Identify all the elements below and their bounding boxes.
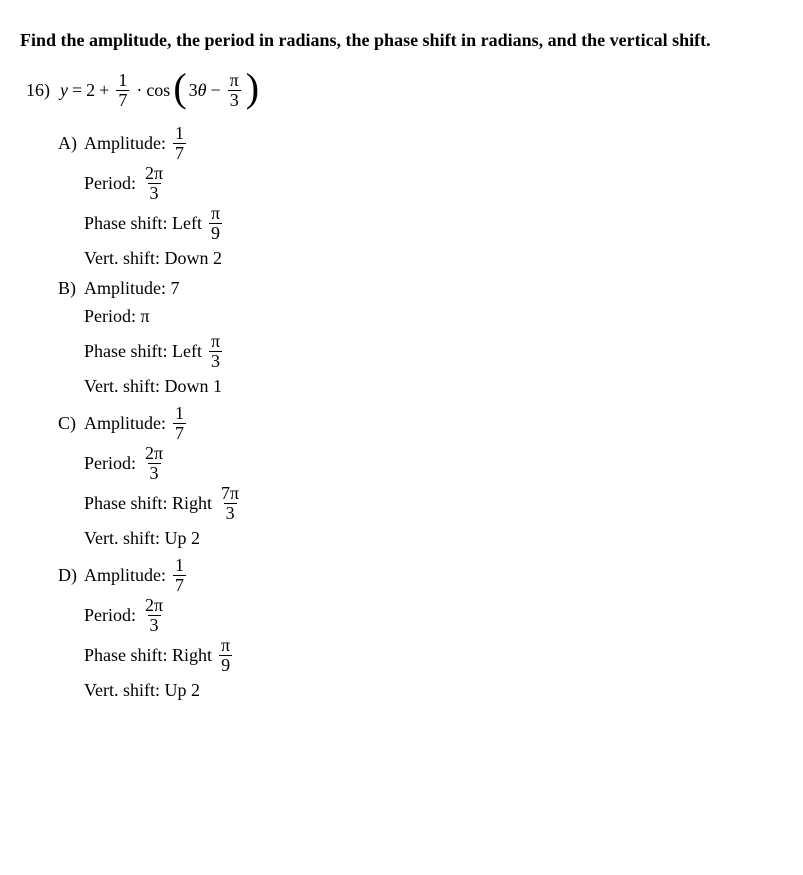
fraction-numerator: π <box>209 332 222 351</box>
theta-variable: θ <box>198 80 207 101</box>
choice-letter: A) <box>58 133 84 154</box>
arg-coefficient: 3 <box>189 80 198 101</box>
phase-shift-label: Phase shift: Left <box>84 341 202 362</box>
equals-sign: = <box>72 80 82 101</box>
vertical-shift: Vert. shift: Down 2 <box>84 248 222 269</box>
vertical-shift: Vert. shift: Up 2 <box>84 680 200 701</box>
fraction-numerator: π <box>228 71 241 90</box>
constant-2: 2 <box>86 80 95 101</box>
fraction-denominator: 7 <box>173 423 186 443</box>
answer-choices: A) Amplitude: 1 7 Period: 2π 3 Phase shi… <box>58 124 783 704</box>
problem-number: 16) <box>26 80 50 101</box>
choice-b: B) Amplitude: 7 Period: π Phase shift: L… <box>58 276 783 400</box>
coefficient-fraction: 1 7 <box>116 71 129 110</box>
left-paren-icon: ( <box>173 72 186 104</box>
argument-parentheses: ( 3 θ − π 3 ) <box>173 71 259 110</box>
fraction-denominator: 7 <box>116 90 129 110</box>
period-line: Period: π <box>84 306 150 327</box>
amplitude-fraction: 1 7 <box>173 124 186 163</box>
fraction-numerator: 1 <box>173 556 186 575</box>
amplitude-fraction: 1 7 <box>173 556 186 595</box>
fraction-numerator: π <box>219 636 232 655</box>
period-fraction: 2π 3 <box>143 444 165 483</box>
fraction-numerator: 1 <box>173 404 186 423</box>
phase-shift-label: Phase shift: Right <box>84 493 212 514</box>
period-label: Period: <box>84 173 136 194</box>
phase-shift-fraction: 7π 3 <box>219 484 241 523</box>
choice-d: D) Amplitude: 1 7 Period: 2π 3 Phase shi… <box>58 556 783 704</box>
fraction-denominator: 7 <box>173 143 186 163</box>
vertical-shift: Vert. shift: Down 1 <box>84 376 222 397</box>
period-fraction: 2π 3 <box>143 164 165 203</box>
fraction-numerator: 2π <box>143 444 165 463</box>
fraction-denominator: 3 <box>224 503 237 523</box>
period-label: Period: <box>84 453 136 474</box>
fraction-denominator: 7 <box>173 575 186 595</box>
fraction-denominator: 3 <box>148 183 161 203</box>
choice-letter: C) <box>58 413 84 434</box>
plus-sign: + <box>99 80 109 101</box>
choice-a: A) Amplitude: 1 7 Period: 2π 3 Phase shi… <box>58 124 783 272</box>
phase-shift-label: Phase shift: Left <box>84 213 202 234</box>
fraction-denominator: 3 <box>148 615 161 635</box>
phase-shift-fraction: π 3 <box>209 332 222 371</box>
cos-function: cos <box>146 80 170 101</box>
amplitude-label: Amplitude: <box>84 133 166 154</box>
arg-fraction: π 3 <box>228 71 241 110</box>
choice-letter: B) <box>58 278 84 299</box>
amplitude-label: Amplitude: <box>84 565 166 586</box>
fraction-numerator: 7π <box>219 484 241 503</box>
fraction-denominator: 3 <box>228 90 241 110</box>
fraction-numerator: 2π <box>143 596 165 615</box>
amplitude-fraction: 1 7 <box>173 404 186 443</box>
fraction-numerator: 1 <box>116 71 129 90</box>
period-label: Period: <box>84 605 136 626</box>
fraction-numerator: 1 <box>173 124 186 143</box>
amplitude-line: Amplitude: 7 <box>84 278 180 299</box>
fraction-numerator: π <box>209 204 222 223</box>
fraction-denominator: 3 <box>148 463 161 483</box>
dot-operator: · <box>136 80 142 101</box>
phase-shift-fraction: π 9 <box>209 204 222 243</box>
vertical-shift: Vert. shift: Up 2 <box>84 528 200 549</box>
period-fraction: 2π 3 <box>143 596 165 635</box>
choice-letter: D) <box>58 565 84 586</box>
question-heading: Find the amplitude, the period in radian… <box>20 30 783 51</box>
amplitude-label: Amplitude: <box>84 413 166 434</box>
choice-c: C) Amplitude: 1 7 Period: 2π 3 Phase shi… <box>58 404 783 552</box>
variable-y: y <box>60 80 68 101</box>
phase-shift-label: Phase shift: Right <box>84 645 212 666</box>
minus-sign: − <box>210 80 220 101</box>
fraction-denominator: 9 <box>209 223 222 243</box>
fraction-denominator: 3 <box>209 351 222 371</box>
fraction-denominator: 9 <box>219 655 232 675</box>
fraction-numerator: 2π <box>143 164 165 183</box>
problem-equation: 16) y = 2 + 1 7 · cos ( 3 θ − π 3 ) <box>26 71 783 110</box>
right-paren-icon: ) <box>246 72 259 104</box>
phase-shift-fraction: π 9 <box>219 636 232 675</box>
